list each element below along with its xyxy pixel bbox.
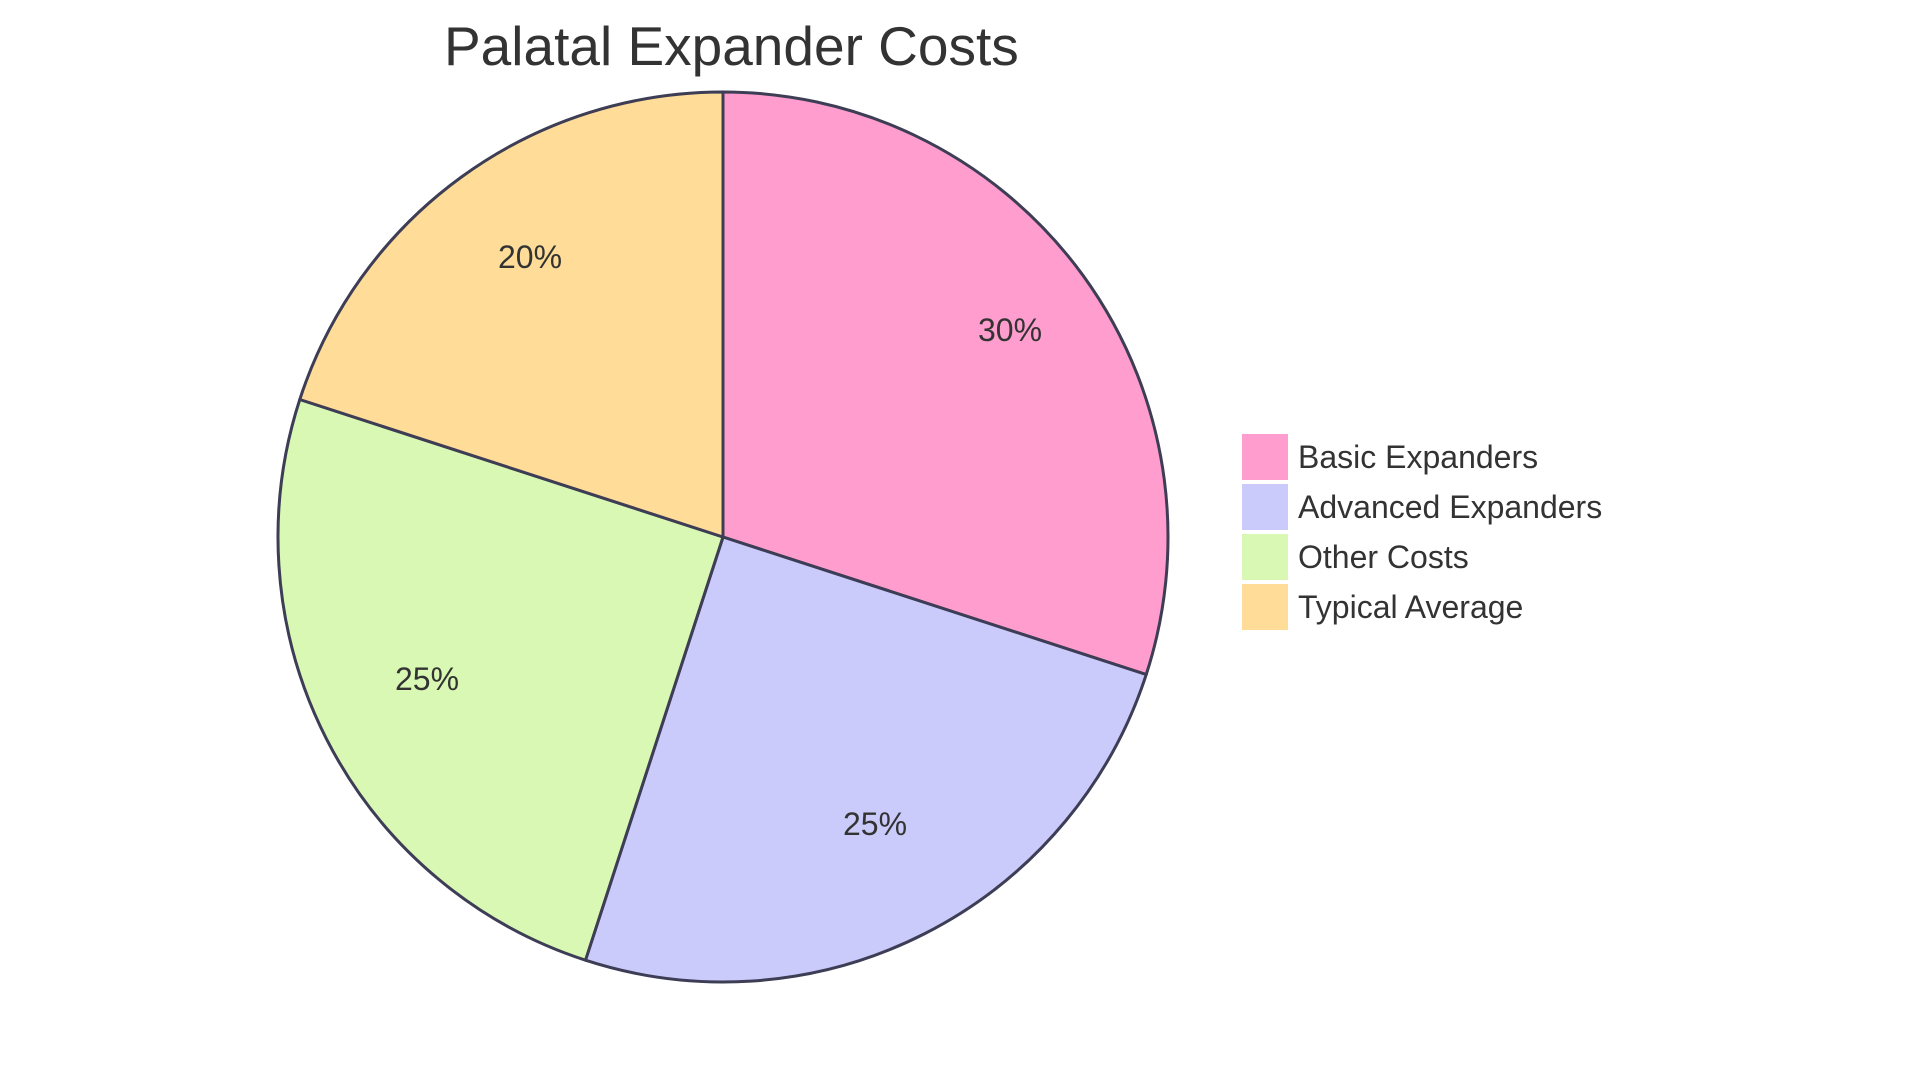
svg-text:25%: 25%	[395, 661, 459, 697]
svg-text:25%: 25%	[843, 806, 907, 842]
svg-text:20%: 20%	[498, 239, 562, 275]
svg-text:30%: 30%	[978, 312, 1042, 348]
